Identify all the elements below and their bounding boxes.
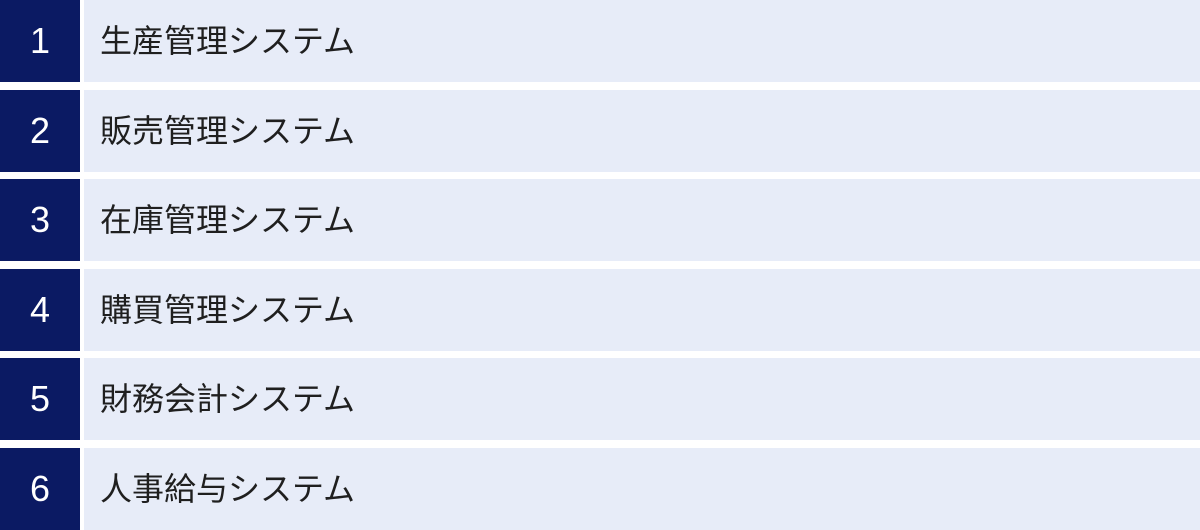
item-row-body: 購買管理システム bbox=[84, 268, 1200, 351]
item-number-badge: 5 bbox=[0, 358, 80, 441]
item-row-body: 財務会計システム bbox=[84, 358, 1200, 441]
list-item: 4 購買管理システム bbox=[0, 268, 1200, 351]
item-label: 人事給与システム bbox=[100, 470, 356, 507]
item-row-body: 生産管理システム bbox=[84, 0, 1200, 82]
item-label: 販売管理システム bbox=[100, 112, 356, 149]
item-number-badge: 3 bbox=[0, 179, 80, 262]
badge-row-divider bbox=[80, 268, 84, 351]
list-item: 3 在庫管理システム bbox=[0, 179, 1200, 262]
item-label: 生産管理システム bbox=[100, 23, 356, 59]
item-label: 購買管理システム bbox=[100, 291, 356, 328]
item-label: 在庫管理システム bbox=[100, 202, 356, 239]
list-item: 6 人事給与システム bbox=[0, 447, 1200, 530]
item-number-badge: 2 bbox=[0, 89, 80, 172]
item-row-body: 在庫管理システム bbox=[84, 179, 1200, 262]
badge-row-divider bbox=[80, 358, 84, 441]
item-number-badge: 1 bbox=[0, 0, 80, 82]
item-number-badge: 6 bbox=[0, 447, 80, 530]
badge-row-divider bbox=[80, 447, 84, 530]
item-row-body: 販売管理システム bbox=[84, 89, 1200, 172]
item-number-badge: 4 bbox=[0, 268, 80, 351]
badge-row-divider bbox=[80, 0, 84, 82]
badge-row-divider bbox=[80, 89, 84, 172]
list-item: 2 販売管理システム bbox=[0, 89, 1200, 172]
badge-row-divider bbox=[80, 179, 84, 262]
list-item: 1 生産管理システム bbox=[0, 0, 1200, 82]
item-label: 財務会計システム bbox=[100, 381, 356, 418]
item-row-body: 人事給与システム bbox=[84, 447, 1200, 530]
list-item: 5 財務会計システム bbox=[0, 358, 1200, 441]
